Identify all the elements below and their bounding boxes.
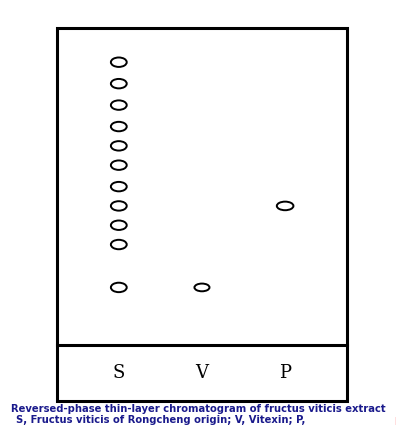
Ellipse shape [111, 100, 127, 110]
Text: Reversed-phase thin-layer chromatogram of fructus viticis extract: Reversed-phase thin-layer chromatogram o… [11, 404, 385, 414]
Text: p: p [394, 415, 396, 426]
Ellipse shape [111, 182, 127, 191]
Ellipse shape [111, 201, 127, 211]
Text: V: V [196, 364, 208, 382]
Ellipse shape [111, 283, 127, 292]
Ellipse shape [111, 122, 127, 131]
Ellipse shape [111, 79, 127, 88]
Ellipse shape [111, 141, 127, 151]
Text: S, Fructus viticis of Rongcheng origin; V, Vitexin; P,: S, Fructus viticis of Rongcheng origin; … [16, 415, 309, 426]
Ellipse shape [111, 57, 127, 67]
Text: S: S [112, 364, 125, 382]
Text: P: P [279, 364, 291, 382]
Ellipse shape [277, 202, 293, 210]
Ellipse shape [111, 221, 127, 230]
Ellipse shape [111, 240, 127, 249]
Ellipse shape [111, 160, 127, 170]
Ellipse shape [194, 284, 209, 291]
Bar [57, 28, 346, 401]
